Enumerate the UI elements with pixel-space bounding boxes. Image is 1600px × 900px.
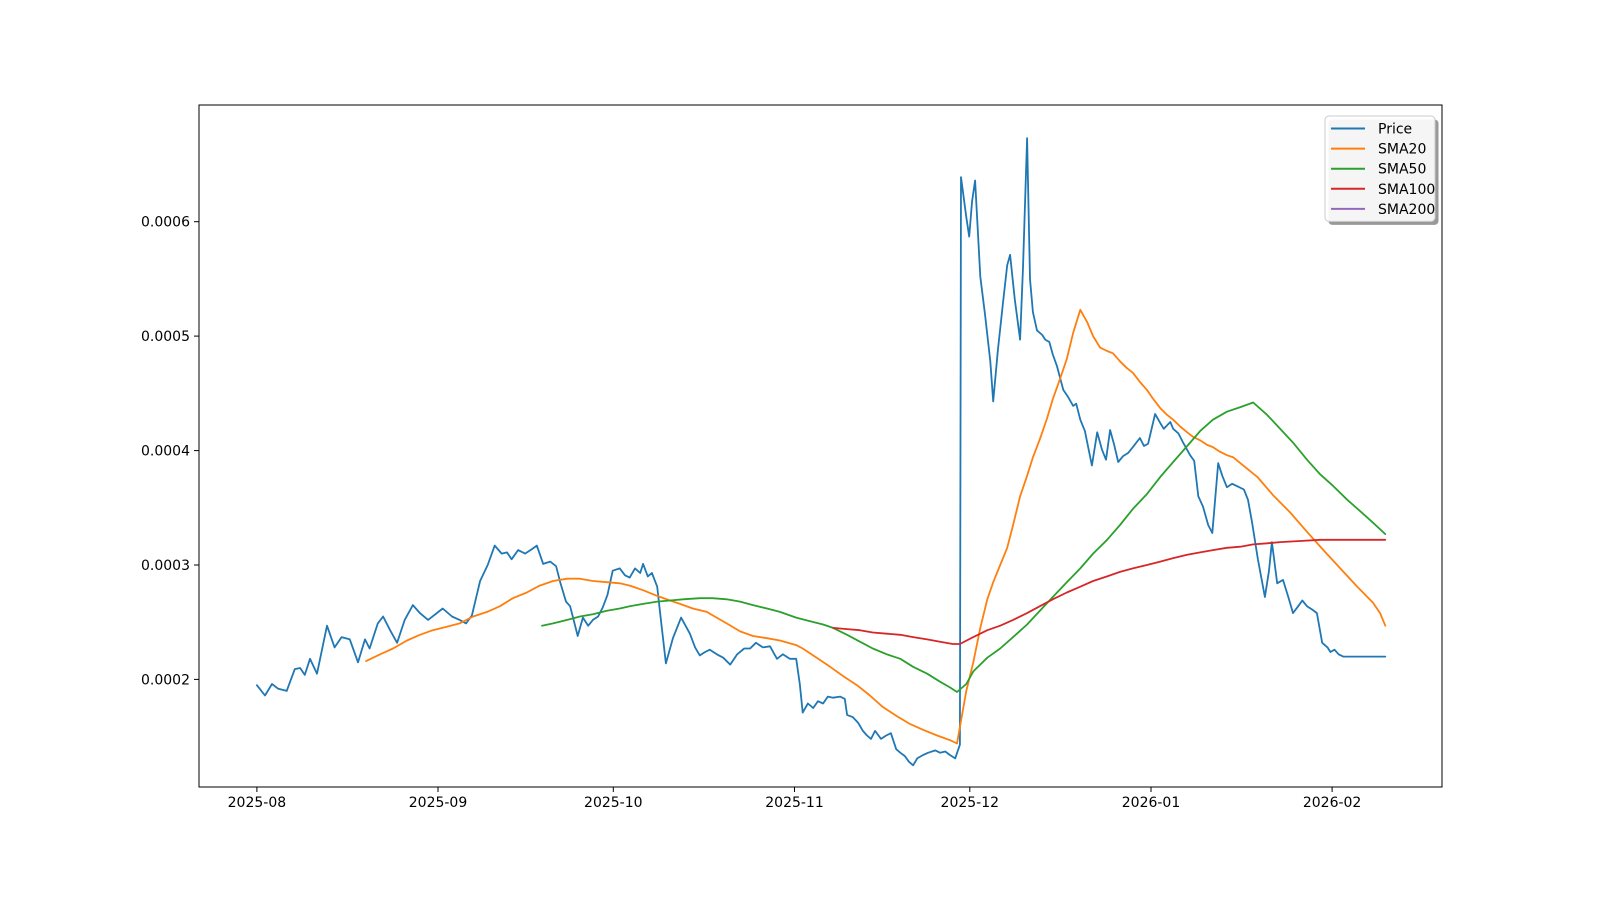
legend-label-sma200: SMA200: [1378, 202, 1435, 218]
x-tick-label: 2025-09: [409, 795, 468, 811]
sma50-line: [541, 401, 1387, 693]
sma100-line: [832, 538, 1387, 645]
sma20-line: [365, 308, 1387, 745]
legend-label-sma100: SMA100: [1378, 182, 1435, 198]
y-tick-label: 0.0005: [141, 329, 190, 345]
price-line: [255, 137, 1387, 767]
y-tick-label: 0.0006: [141, 215, 190, 231]
plot-area-border: [198, 104, 1443, 788]
x-tick-label: 2025-12: [941, 795, 1000, 811]
legend-label-sma50: SMA50: [1378, 162, 1426, 178]
legend-box: [1324, 115, 1436, 222]
y-tick-label: 0.0003: [141, 558, 190, 574]
x-tick-label: 2026-01: [1122, 795, 1181, 811]
legend-label-price: Price: [1378, 122, 1412, 138]
legend-label-sma20: SMA20: [1378, 142, 1426, 158]
y-tick-label: 0.0002: [141, 672, 190, 688]
x-tick-label: 2026-02: [1303, 795, 1362, 811]
x-tick-label: 2025-11: [765, 795, 824, 811]
x-tick-label: 2025-08: [228, 795, 287, 811]
legend: Price SMA20 SMA50 SMA100 SMA200: [1324, 115, 1439, 225]
y-tick-label: 0.0004: [141, 444, 190, 460]
x-tick-label: 2025-10: [584, 795, 643, 811]
